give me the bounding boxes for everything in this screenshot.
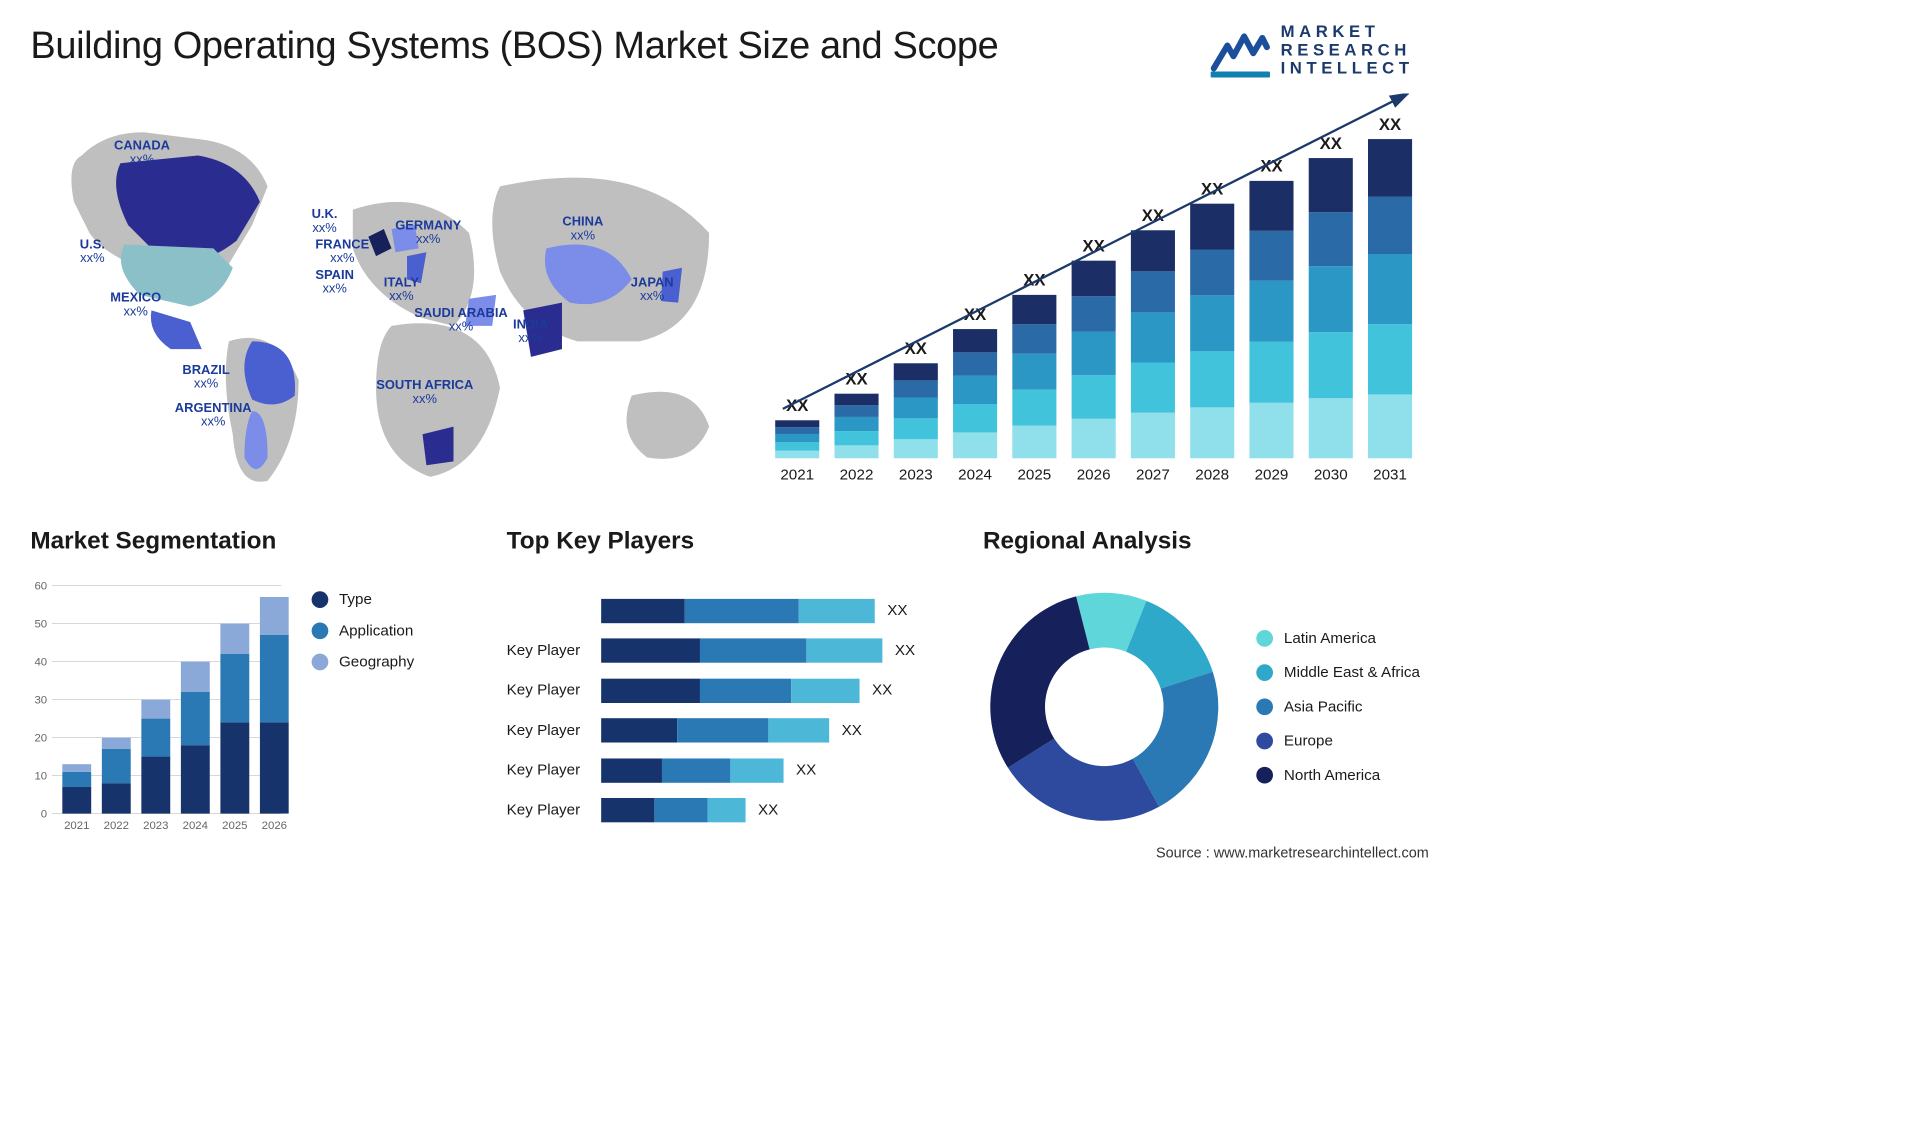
svg-text:2026: 2026 <box>262 819 287 831</box>
key-players-title: Top Key Players <box>507 526 953 554</box>
map-label-argentina: ARGENTINAxx% <box>175 401 252 429</box>
map-label-india: INDIAxx% <box>513 317 548 345</box>
map-label-germany: GERMANYxx% <box>395 219 461 247</box>
map-label-south-africa: SOUTH AFRICAxx% <box>376 378 473 406</box>
svg-text:2023: 2023 <box>143 819 168 831</box>
svg-text:2024: 2024 <box>958 466 992 483</box>
key-players-panel: Top Key Players Key Player Key Player Key … <box>507 526 953 845</box>
svg-text:2031: 2031 <box>1373 466 1407 483</box>
region-legend-europe: Europe <box>1257 732 1420 749</box>
seg-legend-geography: Geography <box>312 653 415 670</box>
regional-title: Regional Analysis <box>983 526 1429 554</box>
seg-legend-application: Application <box>312 622 415 639</box>
svg-text:2024: 2024 <box>183 819 208 831</box>
svg-text:0: 0 <box>41 808 47 820</box>
kp-bar-row: XX <box>601 798 952 822</box>
kp-row-label: Key Player <box>507 722 581 739</box>
svg-text:60: 60 <box>34 580 47 592</box>
svg-text:2022: 2022 <box>840 466 874 483</box>
map-label-brazil: BRAZILxx% <box>182 363 229 391</box>
map-label-france: FRANCExx% <box>315 238 369 266</box>
source-attribution: Source : www.marketresearchintellect.com <box>1156 845 1429 862</box>
map-label-italy: ITALYxx% <box>384 276 419 304</box>
segmentation-title: Market Segmentation <box>30 526 476 554</box>
map-label-canada: CANADAxx% <box>114 139 170 167</box>
svg-text:2023: 2023 <box>899 466 933 483</box>
brand-logo: MARKET RESEARCH INTELLECT <box>1211 23 1414 78</box>
logo-line1: MARKET <box>1281 23 1414 41</box>
kp-row-label: Key Player <box>507 762 581 779</box>
region-legend-north-america: North America <box>1257 767 1420 784</box>
kp-bar-row: XX <box>601 639 952 663</box>
world-map-panel: CANADAxx% U.S.xx%MEXICOxx% BRAZILxx% ARGENT… <box>30 93 737 496</box>
svg-text:20: 20 <box>34 732 47 744</box>
map-label-u-s-: U.S.xx% <box>80 238 105 266</box>
map-label-china: CHINAxx% <box>562 215 603 243</box>
logo-peaks-icon <box>1211 23 1270 78</box>
svg-text:2021: 2021 <box>64 819 89 831</box>
region-legend-middle-east-africa: Middle East & Africa <box>1257 664 1420 681</box>
regional-panel: Regional Analysis Latin America Middle Ea… <box>983 526 1429 845</box>
kp-row-label: Key Player <box>507 642 581 659</box>
kp-bar-row: XX <box>601 758 952 782</box>
svg-text:10: 10 <box>34 770 47 782</box>
svg-text:50: 50 <box>34 618 47 630</box>
map-label-spain: SPAINxx% <box>315 268 354 296</box>
svg-text:2025: 2025 <box>222 819 247 831</box>
kp-row-label: Key Player <box>507 802 581 819</box>
map-label-mexico: MEXICOxx% <box>110 291 161 319</box>
region-legend-latin-america: Latin America <box>1257 630 1420 647</box>
svg-text:2027: 2027 <box>1136 466 1170 483</box>
kp-row-label: Key Player <box>507 682 581 699</box>
svg-text:2028: 2028 <box>1195 466 1229 483</box>
map-label-japan: JAPANxx% <box>631 276 674 304</box>
logo-line3: INTELLECT <box>1281 60 1414 78</box>
map-label-u-k-: U.K.xx% <box>312 207 338 235</box>
svg-text:2022: 2022 <box>104 819 129 831</box>
seg-legend-type: Type <box>312 591 415 608</box>
svg-text:2021: 2021 <box>780 466 814 483</box>
svg-text:2025: 2025 <box>1017 466 1051 483</box>
segmentation-panel: Market Segmentation 0 10 20 30 40 50 60 2021 202… <box>30 526 476 845</box>
region-legend-asia-pacific: Asia Pacific <box>1257 698 1420 715</box>
logo-line2: RESEARCH <box>1281 41 1414 59</box>
kp-bar-row: XX <box>601 599 952 623</box>
kp-bar-row: XX <box>601 718 952 742</box>
page-title: Building Operating Systems (BOS) Market … <box>30 23 998 67</box>
hero-growth-chart: XX2021XX2022XX2023XX2024XX2025XX2026XX20… <box>768 93 1429 496</box>
svg-text:2029: 2029 <box>1255 466 1289 483</box>
svg-text:30: 30 <box>34 694 47 706</box>
map-label-saudi-arabia: SAUDI ARABIAxx% <box>414 306 508 334</box>
svg-text:2026: 2026 <box>1077 466 1111 483</box>
kp-bar-row: XX <box>601 679 952 703</box>
map-brazil-icon <box>244 341 295 404</box>
svg-text:2030: 2030 <box>1314 466 1348 483</box>
svg-text:XX: XX <box>1379 115 1401 134</box>
svg-text:40: 40 <box>34 656 47 668</box>
